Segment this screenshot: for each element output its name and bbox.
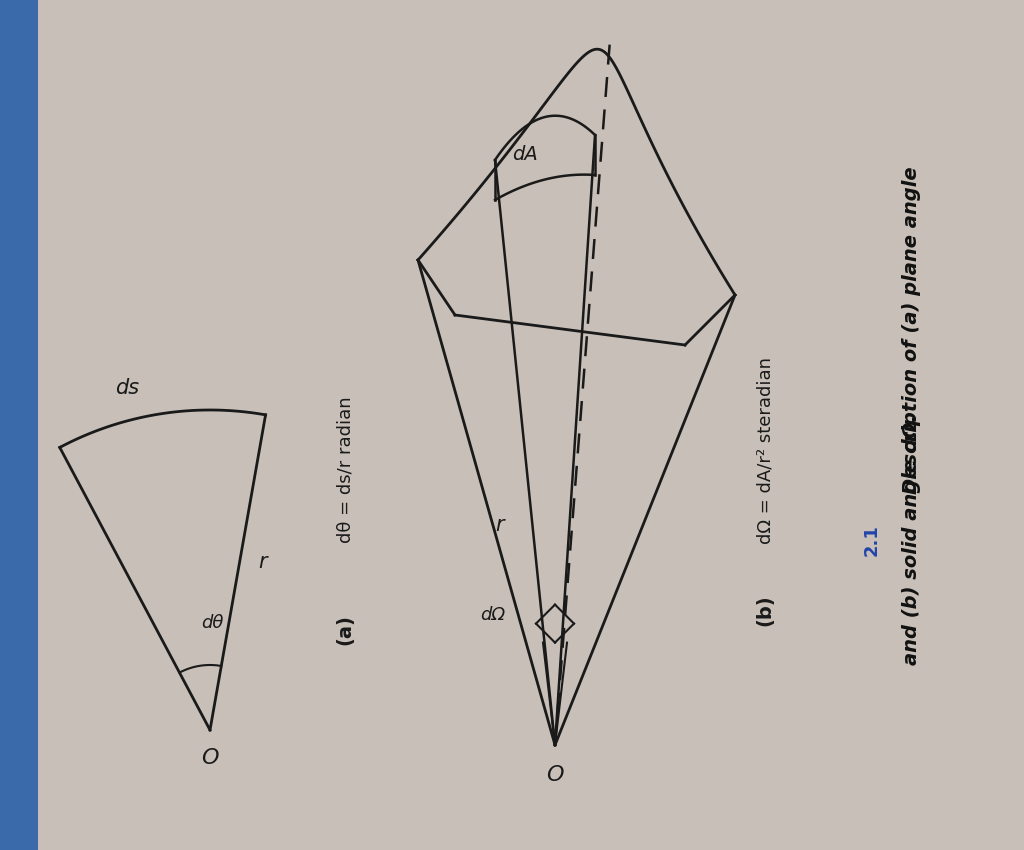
Text: dθ = ds/r radian: dθ = ds/r radian <box>336 397 354 543</box>
Text: and (b) solid angle dΩ.: and (b) solid angle dΩ. <box>902 415 922 666</box>
Text: Description of (a) plane angle: Description of (a) plane angle <box>902 167 922 494</box>
Text: dΩ: dΩ <box>480 606 506 624</box>
Text: ds: ds <box>116 378 139 398</box>
Text: r: r <box>258 552 267 572</box>
Text: r: r <box>496 515 504 535</box>
Text: O: O <box>202 748 219 768</box>
Text: O: O <box>546 765 564 785</box>
Text: (a): (a) <box>336 615 354 645</box>
Bar <box>0 0 38 850</box>
Text: dΩ = dA/r² steradian: dΩ = dA/r² steradian <box>756 356 774 543</box>
Text: (b): (b) <box>756 594 774 626</box>
Text: dA: dA <box>512 145 538 165</box>
Text: 2.1: 2.1 <box>863 524 881 556</box>
Text: dθ: dθ <box>201 614 223 632</box>
